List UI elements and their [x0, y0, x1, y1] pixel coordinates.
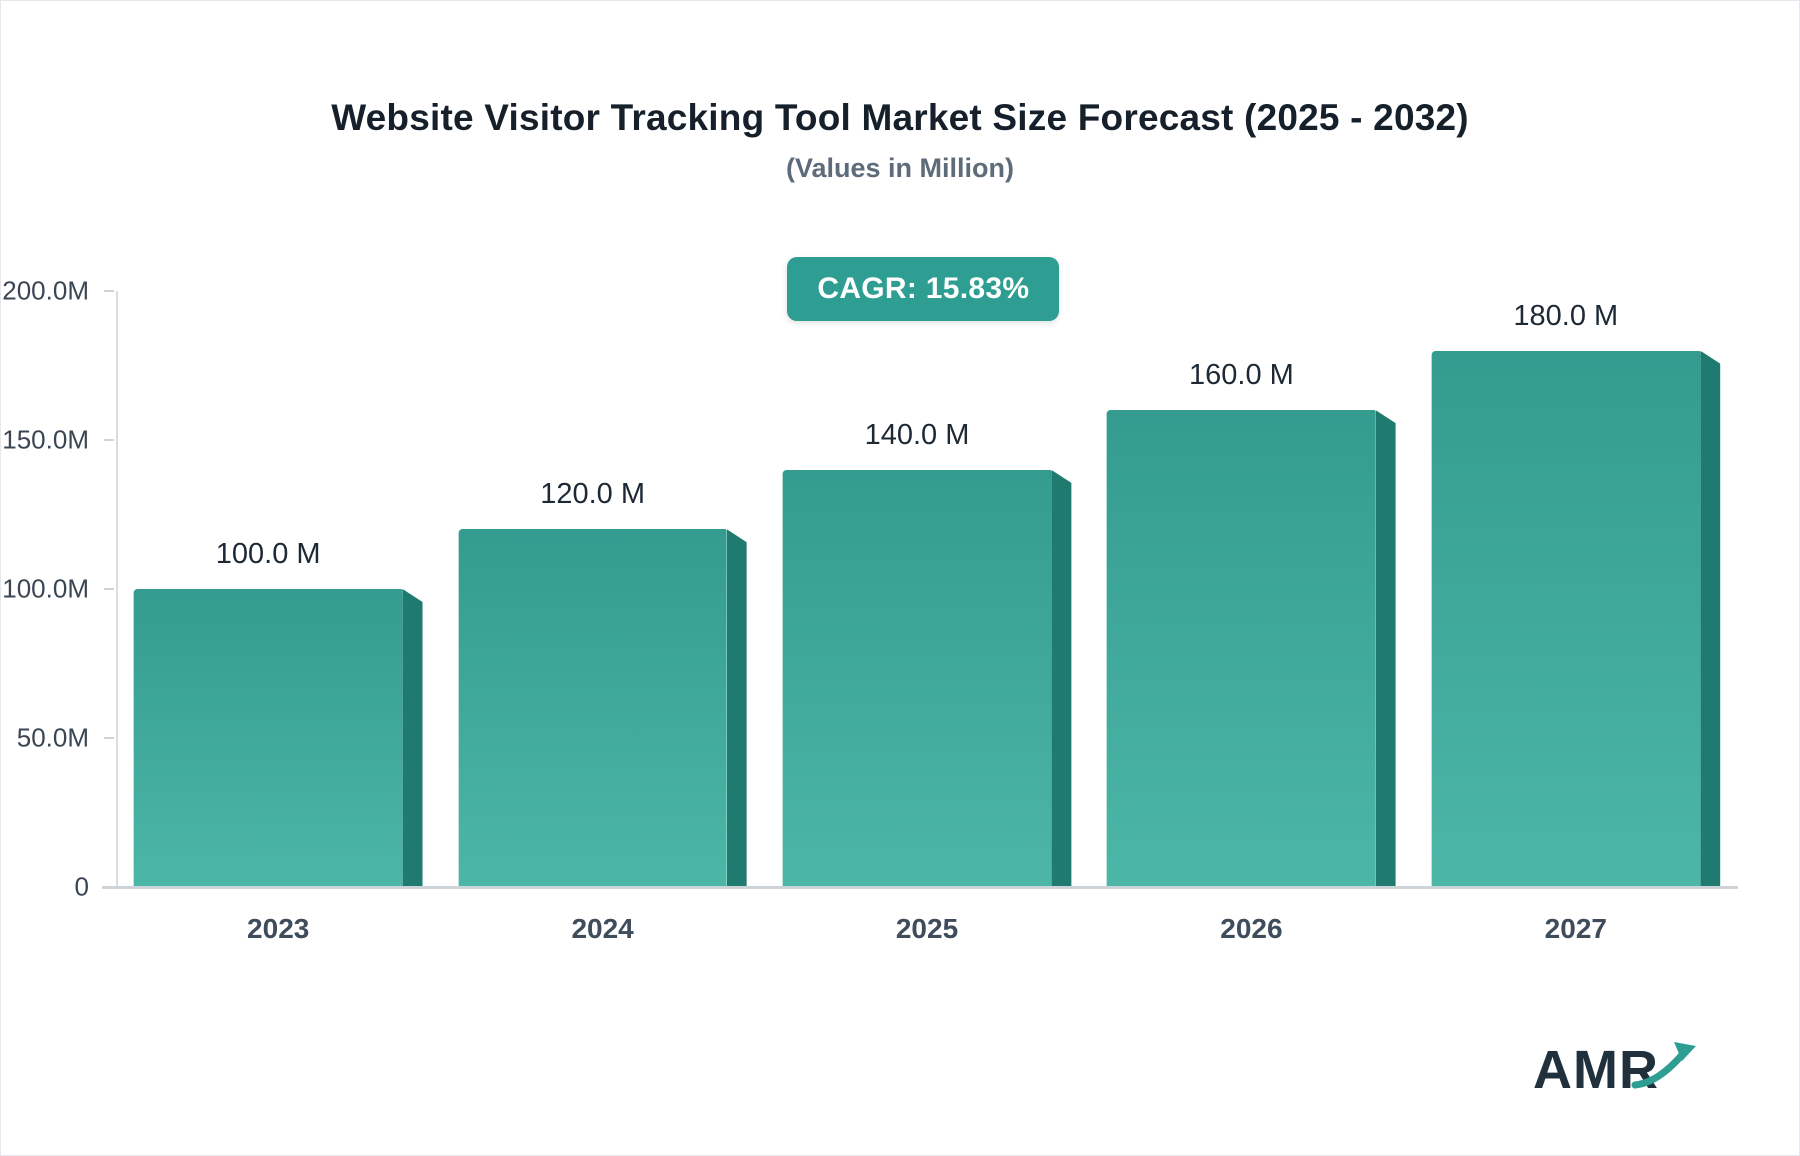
x-axis-label: 2027	[1544, 913, 1607, 944]
bar-slot: 140.0 M 2025	[765, 291, 1089, 944]
bar-slot: 100.0 M 2023	[116, 291, 440, 944]
bar-value-label: 100.0 M	[215, 538, 321, 570]
y-tick-label: 150.0M	[2, 424, 89, 455]
y-tick-label: 50.0M	[16, 722, 89, 753]
bar-side-shadow	[1375, 410, 1396, 887]
bar-2026[interactable]: 160.0 M	[1107, 359, 1396, 887]
bar-slot: 120.0 M 2024	[440, 291, 764, 944]
x-axis-label: 2025	[895, 913, 959, 944]
y-tick-label: 200.0M	[2, 275, 89, 306]
bar-2025[interactable]: 140.0 M	[782, 419, 1072, 887]
x-axis-label: 2024	[571, 913, 634, 944]
x-axis-label: 2023	[247, 913, 310, 944]
x-axis-label: 2026	[1220, 913, 1283, 944]
cagr-badge: CAGR: 15.83%	[787, 257, 1060, 321]
bar-2027[interactable]: 180.0 M	[1431, 300, 1721, 887]
bar-face	[1107, 410, 1376, 887]
bar-value-label: 140.0 M	[864, 418, 970, 451]
chart-title: Website Visitor Tracking Tool Market Siz…	[331, 97, 1469, 138]
bar-side-shadow	[1051, 469, 1072, 887]
plot-area: 100.0 M 2023 120.0 M 2024 140.0 M 2025 160.0 M…	[102, 291, 1738, 944]
y-tick-label: 0	[74, 871, 89, 902]
y-tick-mark	[104, 290, 114, 292]
bar-value-label: 160.0 M	[1189, 359, 1294, 392]
bar-side-shadow	[726, 529, 747, 887]
y-tick-mark	[104, 439, 114, 441]
bar-face	[133, 589, 403, 887]
amr-logo: AMR	[1533, 1042, 1701, 1097]
y-tick-mark	[104, 737, 114, 739]
bar-2023[interactable]: 100.0 M	[133, 538, 423, 887]
y-tick-mark	[104, 588, 114, 590]
amr-logo-arrow-icon	[1631, 1042, 1696, 1089]
bar-side-shadow	[1700, 350, 1721, 887]
bars: 100.0 M 2023 120.0 M 2024 140.0 M 2025 160.0 M…	[116, 291, 1738, 944]
bar-slot: 160.0 M 2026	[1089, 291, 1413, 944]
bar-side-shadow	[402, 589, 423, 887]
y-tick-label: 100.0M	[2, 573, 89, 604]
y-axis-labels: 0 50.0M 100.0M 150.0M 200.0M	[1, 276, 99, 902]
bar-value-label: 120.0 M	[540, 478, 645, 511]
bar-face	[782, 469, 1052, 887]
chart-subtitle: (Values in Million)	[785, 153, 1015, 183]
bar-value-label: 180.0 M	[1513, 299, 1619, 332]
chart-header: Website Visitor Tracking Tool Market Siz…	[1, 1, 1799, 184]
bar-face	[458, 529, 727, 887]
bar-slot: 180.0 M 2027	[1414, 291, 1738, 944]
bar-2024[interactable]: 120.0 M	[458, 478, 747, 887]
bar-face	[1431, 350, 1701, 887]
